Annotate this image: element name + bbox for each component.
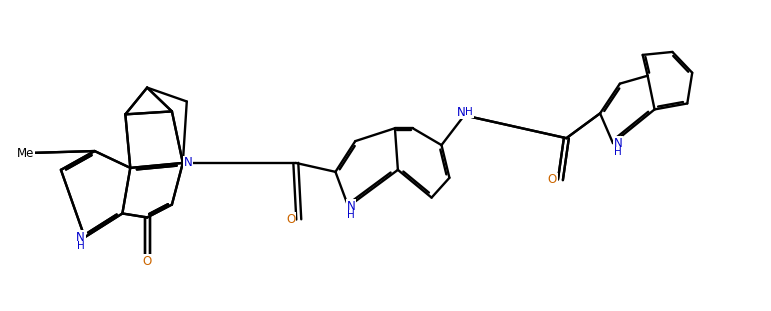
Text: N: N xyxy=(347,200,355,213)
Text: N: N xyxy=(76,231,85,244)
Text: O: O xyxy=(143,254,152,267)
Text: N: N xyxy=(183,156,192,169)
Text: N: N xyxy=(614,137,622,150)
Text: H: H xyxy=(466,107,473,117)
Text: N: N xyxy=(457,106,466,119)
Text: O: O xyxy=(548,173,557,186)
Text: O: O xyxy=(286,213,295,226)
Text: H: H xyxy=(614,147,621,157)
Text: H: H xyxy=(348,211,355,220)
Text: H: H xyxy=(77,241,85,251)
Text: Me: Me xyxy=(16,146,34,160)
